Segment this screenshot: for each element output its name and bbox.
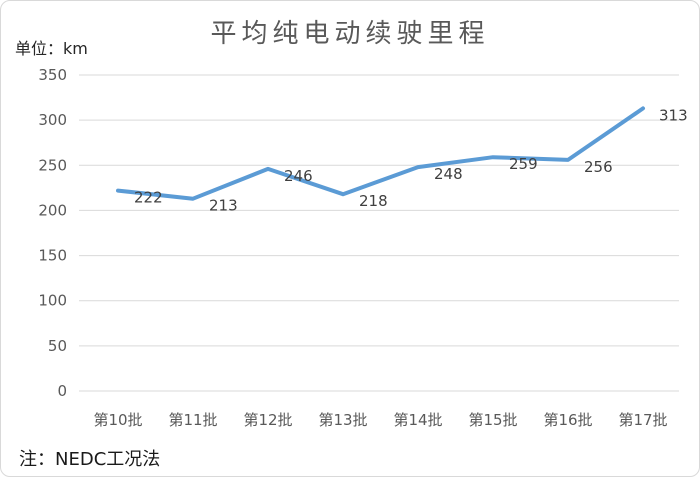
data-label: 248 [434, 165, 463, 183]
data-label: 246 [284, 167, 313, 185]
x-tick-label: 第14批 [393, 411, 442, 429]
data-label: 313 [659, 106, 688, 124]
x-tick-label: 第13批 [318, 411, 367, 429]
y-tick-label: 0 [57, 382, 67, 400]
x-tick-label: 第16批 [543, 411, 592, 429]
data-label: 213 [209, 197, 238, 215]
x-tick-label: 第12批 [243, 411, 292, 429]
y-tick-label: 350 [38, 66, 67, 84]
data-label: 256 [584, 158, 613, 176]
y-tick-label: 150 [38, 247, 67, 265]
y-tick-label: 200 [38, 201, 67, 219]
x-tick-label: 第11批 [168, 411, 217, 429]
y-tick-label: 100 [38, 292, 67, 310]
x-tick-label: 第17批 [618, 411, 667, 429]
y-tick-label: 250 [38, 156, 67, 174]
y-tick-label: 300 [38, 111, 67, 129]
data-label: 218 [359, 192, 388, 210]
x-tick-label: 第10批 [93, 411, 142, 429]
data-label: 222 [134, 189, 163, 207]
chart-title: 平均纯电动续驶里程 [210, 19, 490, 49]
data-series-line [116, 106, 645, 201]
data-label: 259 [509, 155, 538, 173]
chart-note: 注：NEDC工况法 [19, 449, 161, 470]
x-tick-label: 第15批 [468, 411, 517, 429]
y-tick-label: 50 [48, 337, 67, 355]
unit-label: 单位：km [15, 39, 88, 58]
